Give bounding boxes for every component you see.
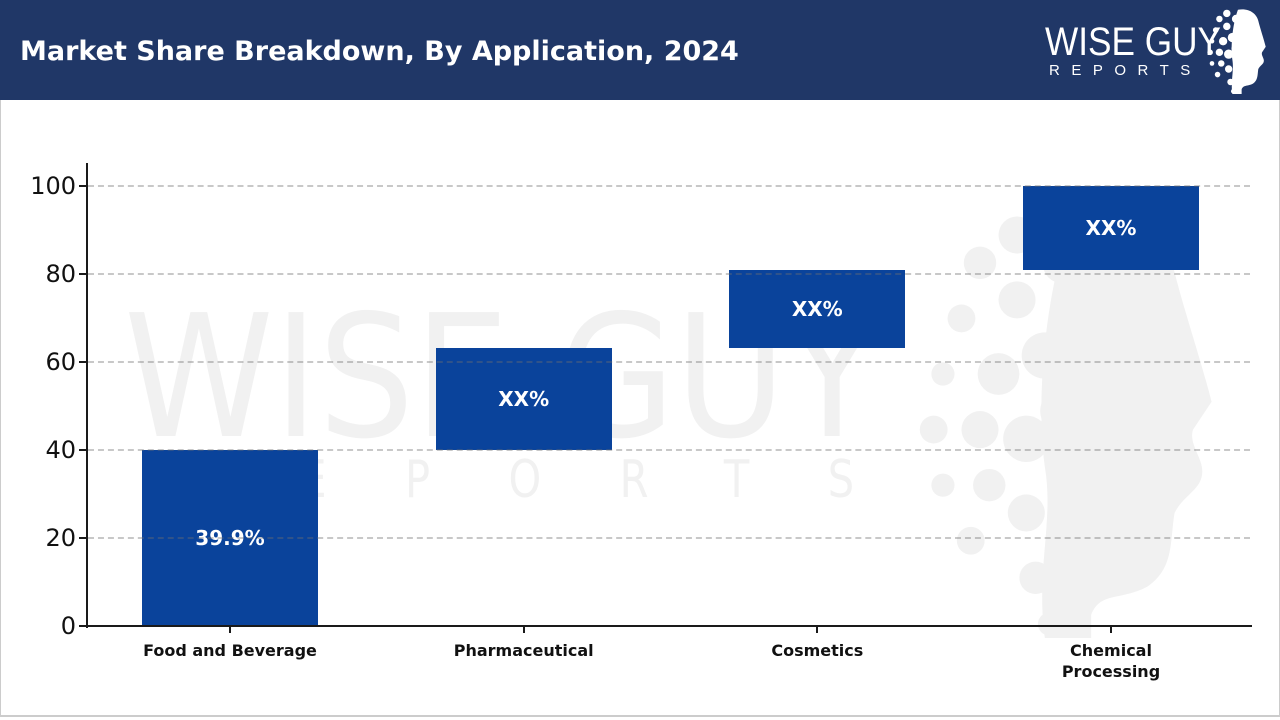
grid-line xyxy=(88,273,1250,275)
grid-line xyxy=(88,537,1250,539)
y-tick-mark xyxy=(79,185,87,187)
logo-brand-text: WISE GUY xyxy=(1045,20,1222,64)
grid-line xyxy=(88,185,1250,187)
x-category-label: Chemical Processing xyxy=(1061,641,1161,681)
x-axis-line xyxy=(86,625,1252,627)
x-category-label: Food and Beverage xyxy=(143,641,317,660)
y-tick-label: 60 xyxy=(45,348,76,376)
y-tick-mark xyxy=(79,537,87,539)
y-axis-line xyxy=(86,163,88,628)
y-tick-mark xyxy=(79,625,87,627)
bar-value-label: XX% xyxy=(791,296,843,321)
y-tick-mark xyxy=(79,361,87,363)
header-bar: Market Share Breakdown, By Application, … xyxy=(0,0,1280,100)
waterfall-bar: XX% xyxy=(435,347,612,451)
y-tick-label: 20 xyxy=(45,524,76,552)
grid-line xyxy=(88,449,1250,451)
y-tick-label: 80 xyxy=(45,260,76,288)
y-tick-mark xyxy=(79,273,87,275)
wiseguy-head-icon xyxy=(1207,9,1266,94)
y-tick-label: 40 xyxy=(45,436,76,464)
waterfall-bar: XX% xyxy=(729,270,906,348)
x-tick-mark xyxy=(816,626,819,633)
wiseguy-logo: WISE GUY REPORTS xyxy=(1040,0,1280,100)
waterfall-bar: XX% xyxy=(1023,186,1199,271)
bar-value-label: XX% xyxy=(498,387,550,412)
y-tick-mark xyxy=(79,449,87,451)
x-tick-mark xyxy=(522,626,525,633)
x-tick-mark xyxy=(1110,626,1112,633)
grid-line xyxy=(88,361,1250,363)
x-tick-mark xyxy=(229,626,231,633)
wiseguy-head-watermark xyxy=(919,214,1212,638)
x-category-label: Cosmetics xyxy=(771,641,864,660)
y-tick-label: 100 xyxy=(30,172,76,200)
logo-reports-text: REPORTS xyxy=(1049,62,1202,79)
y-tick-label: 0 xyxy=(60,612,76,640)
page-title: Market Share Breakdown, By Application, … xyxy=(20,36,739,67)
bar-value-label: XX% xyxy=(1085,216,1137,241)
bar-value-label: 39.9% xyxy=(195,526,265,551)
waterfall-bar: 39.9% xyxy=(142,450,318,626)
x-category-label: Pharmaceutical xyxy=(453,641,594,660)
